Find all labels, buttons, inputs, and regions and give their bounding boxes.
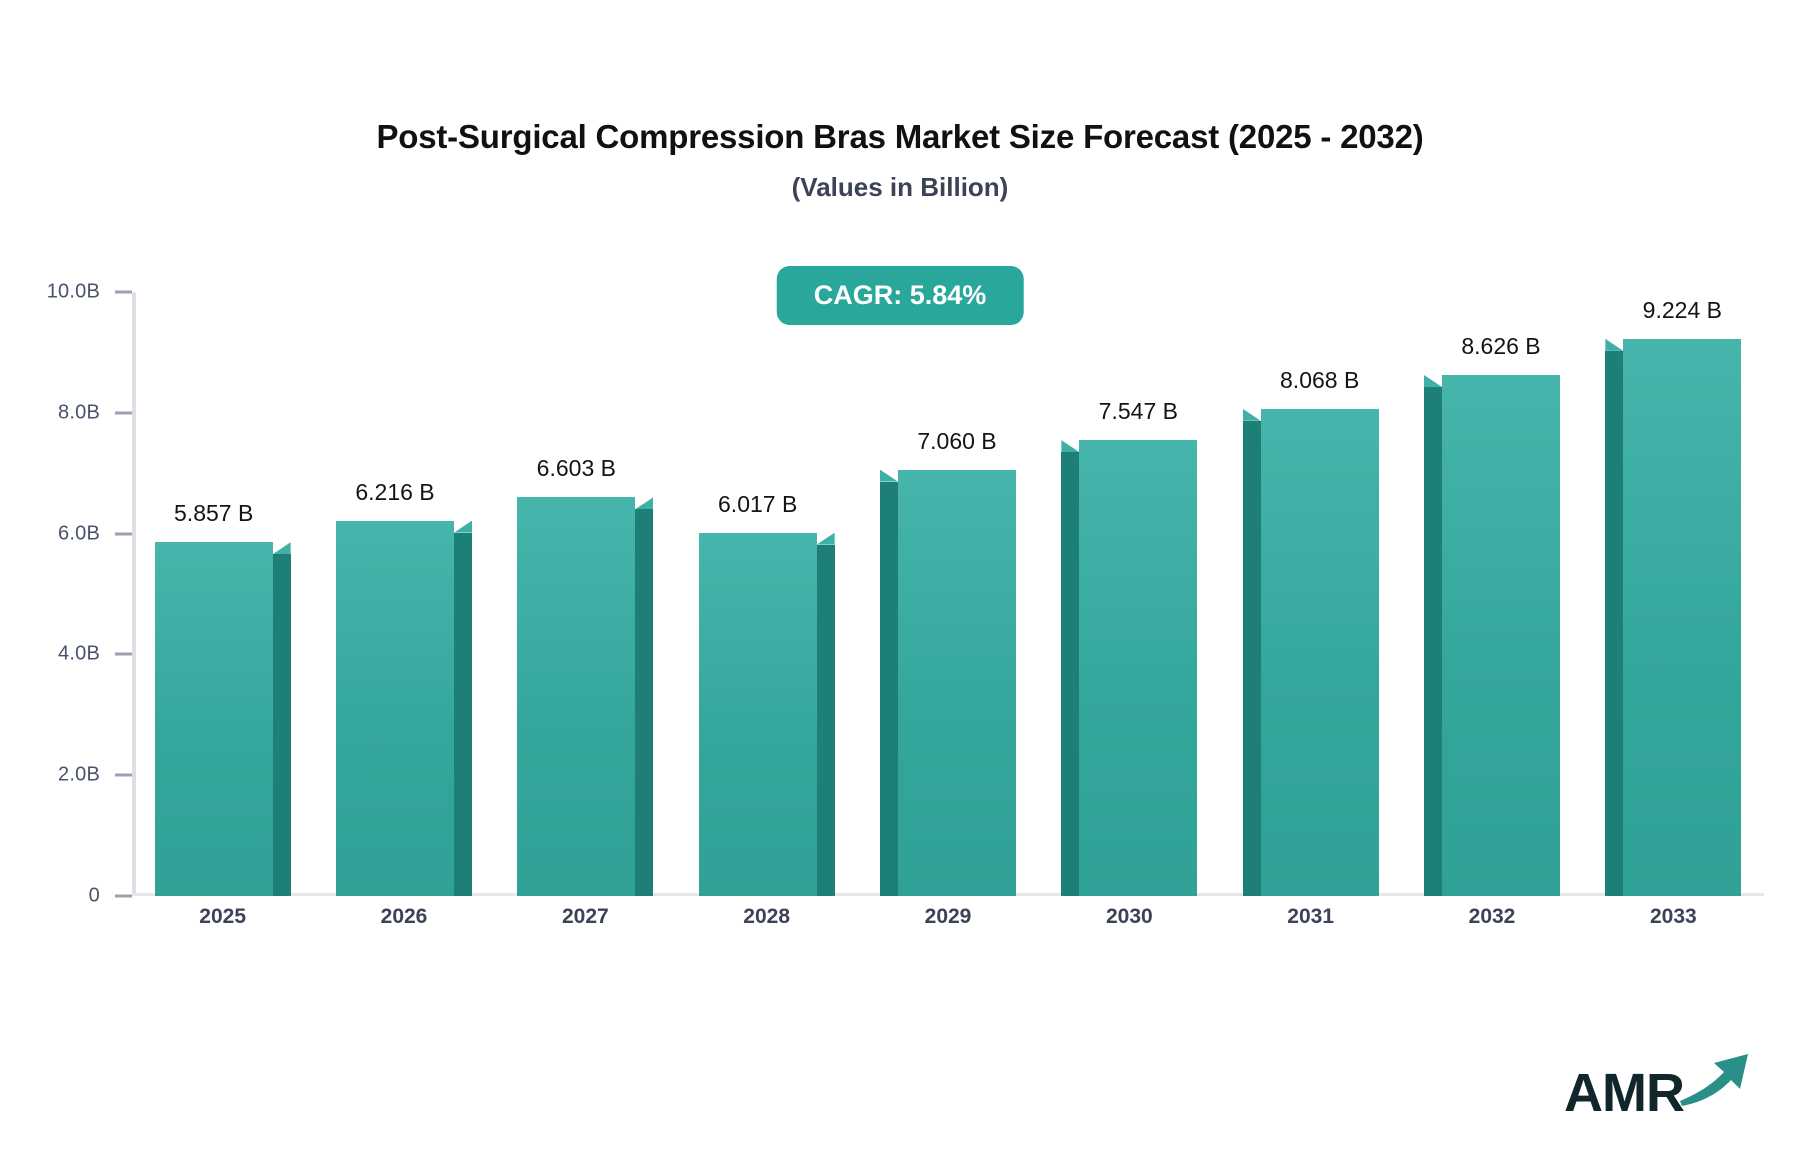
y-axis-tick-label: 2.0B: [58, 763, 100, 786]
x-axis-tick-label: 2027: [561, 905, 609, 928]
bar-face: [1623, 338, 1742, 896]
page-title: Post-Surgical Compression Bras Market Si…: [376, 118, 1424, 155]
bar-top-face: [272, 542, 291, 555]
bar-value-label: 5.857 B: [174, 500, 254, 527]
bar-column[interactable]: 6.216 B: [336, 292, 472, 896]
y-axis-tick-mark: [115, 894, 132, 898]
bar-side-face: [1424, 387, 1442, 896]
bar-top-face: [1605, 338, 1624, 351]
x-axis-tick-label: 2025: [199, 905, 247, 928]
bar[interactable]: 8.068 B: [1242, 367, 1379, 896]
bar-value-label: 7.060 B: [917, 427, 997, 454]
y-axis-tick-label: 0: [88, 884, 100, 907]
y-axis: 0 2.0B 4.0B 6.0B 8.0B 10.0B: [0, 281, 132, 907]
bar-top-face: [1424, 375, 1442, 387]
bar[interactable]: 9.224 B: [1605, 297, 1742, 896]
bar-side-face: [1061, 452, 1080, 896]
bar-top-face: [635, 497, 654, 510]
y-axis-tick-label: 8.0B: [58, 401, 100, 424]
bar-face: [517, 497, 636, 896]
x-axis-tick-label: 2030: [1105, 905, 1153, 928]
bar-face: [698, 532, 817, 896]
y-axis-tick: 0: [89, 885, 132, 908]
bar-top-face: [880, 469, 898, 482]
bar[interactable]: 5.857 B: [154, 500, 291, 896]
bar-top-face: [1242, 408, 1261, 421]
bar-column[interactable]: 8.068 B: [1242, 292, 1379, 896]
x-axis: 2025 2026 2027 2028 2029 2030 2031 2032 2033: [132, 905, 1764, 945]
bar-top-face: [454, 520, 472, 533]
bar-value-label: 8.626 B: [1461, 333, 1541, 359]
bar-side-face: [816, 544, 835, 896]
y-axis-tick-label: 6.0B: [58, 522, 100, 545]
bar[interactable]: 7.547 B: [1061, 398, 1198, 896]
cagr-badge: CAGR: 5.84%: [776, 266, 1024, 325]
growth-arrow-icon: [1678, 1049, 1752, 1112]
y-axis-line: [132, 292, 136, 896]
bar-column[interactable]: 6.017 B: [698, 292, 835, 896]
y-axis-tick: 8.0B: [58, 401, 132, 424]
bar-value-label: 6.017 B: [718, 490, 798, 517]
y-axis-tick-mark: [115, 773, 132, 777]
y-axis-tick: 6.0B: [58, 522, 132, 545]
amr-logo: AMR: [1564, 1054, 1752, 1120]
bar[interactable]: 6.603 B: [517, 455, 654, 896]
x-axis-tick-label: 2031: [1287, 905, 1335, 928]
bar-top-face: [816, 532, 835, 545]
bar-face: [1442, 375, 1560, 896]
bar-value-label: 6.603 B: [536, 455, 616, 482]
bar-face: [898, 469, 1016, 896]
chart-subtitle: (Values in Billion): [791, 172, 1009, 202]
y-axis-tick-mark: [115, 532, 132, 536]
y-axis-tick: 2.0B: [58, 764, 132, 787]
y-axis-tick-label: 10.0B: [46, 280, 100, 303]
bar-value-label: 7.547 B: [1098, 398, 1178, 425]
bar-value-label: 8.068 B: [1280, 366, 1360, 393]
bar-side-face: [1242, 420, 1261, 896]
y-axis-tick-mark: [115, 290, 132, 294]
bar-column[interactable]: 7.547 B: [1061, 292, 1198, 896]
bar-column[interactable]: 5.857 B: [154, 292, 291, 896]
bar-side-face: [880, 481, 898, 896]
x-axis-tick-label: 2029: [924, 905, 972, 928]
bar-series: 5.857 B 6.216 B 6.603 B 6.017 B 7.060 B 7.547…: [132, 292, 1764, 896]
bar-side-face: [1605, 350, 1624, 896]
y-axis-tick-label: 4.0B: [58, 642, 100, 665]
y-axis-tick: 10.0B: [47, 281, 132, 304]
bar-side-face: [454, 532, 472, 896]
bar-value-label: 6.216 B: [355, 478, 435, 505]
y-axis-tick-mark: [115, 411, 132, 415]
bar-column[interactable]: 7.060 B: [880, 292, 1016, 896]
bar[interactable]: 6.216 B: [336, 479, 472, 896]
bar-face: [154, 542, 273, 896]
bar-face: [336, 520, 454, 896]
bar-column[interactable]: 6.603 B: [517, 292, 654, 896]
bar-value-label: 9.224 B: [1642, 296, 1722, 323]
bar-side-face: [272, 554, 291, 896]
bar-face: [1260, 408, 1379, 896]
x-axis-tick-label: 2026: [380, 905, 428, 928]
logo-text: AMR: [1564, 1063, 1685, 1123]
x-axis-tick-label: 2032: [1468, 905, 1516, 928]
bar[interactable]: 8.626 B: [1424, 333, 1560, 896]
bar-column[interactable]: 8.626 B: [1424, 292, 1560, 896]
bar-top-face: [1061, 440, 1080, 453]
bar-face: [1079, 440, 1198, 896]
bar[interactable]: 6.017 B: [698, 491, 835, 896]
bar-column[interactable]: 9.224 B: [1605, 292, 1742, 896]
bar-side-face: [635, 509, 654, 896]
bar[interactable]: 7.060 B: [880, 428, 1016, 896]
x-axis-tick-label: 2028: [743, 905, 791, 928]
x-axis-tick-label: 2033: [1649, 905, 1697, 928]
y-axis-tick-mark: [115, 652, 132, 656]
y-axis-tick: 4.0B: [58, 643, 132, 666]
